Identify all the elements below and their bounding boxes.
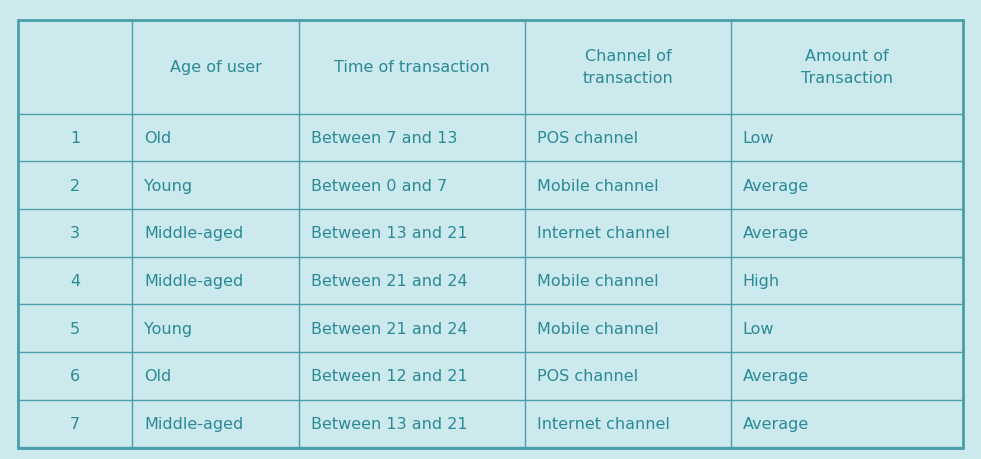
Text: Average: Average (743, 179, 809, 193)
Text: Low: Low (743, 131, 774, 146)
Text: Internet channel: Internet channel (537, 226, 669, 241)
Text: Between 13 and 21: Between 13 and 21 (311, 416, 468, 431)
Text: Age of user: Age of user (170, 60, 262, 75)
Text: Low: Low (743, 321, 774, 336)
Text: Between 21 and 24: Between 21 and 24 (311, 274, 468, 289)
Text: Between 12 and 21: Between 12 and 21 (311, 369, 468, 384)
Text: Old: Old (144, 369, 172, 384)
Text: Channel of
transaction: Channel of transaction (583, 49, 673, 86)
Text: 2: 2 (70, 179, 80, 193)
Text: Between 13 and 21: Between 13 and 21 (311, 226, 468, 241)
Text: Young: Young (144, 179, 192, 193)
Text: Average: Average (743, 226, 809, 241)
Text: Between 21 and 24: Between 21 and 24 (311, 321, 468, 336)
Text: High: High (743, 274, 780, 289)
Text: Mobile channel: Mobile channel (537, 274, 658, 289)
Text: Internet channel: Internet channel (537, 416, 669, 431)
Text: 4: 4 (70, 274, 80, 289)
Text: Average: Average (743, 369, 809, 384)
Text: Between 7 and 13: Between 7 and 13 (311, 131, 457, 146)
Text: POS channel: POS channel (537, 369, 638, 384)
Text: 7: 7 (70, 416, 80, 431)
Text: Amount of
Transaction: Amount of Transaction (801, 49, 893, 86)
Text: Mobile channel: Mobile channel (537, 179, 658, 193)
Text: Middle-aged: Middle-aged (144, 274, 243, 289)
Text: Average: Average (743, 416, 809, 431)
Text: Middle-aged: Middle-aged (144, 226, 243, 241)
Text: 6: 6 (70, 369, 80, 384)
Text: Mobile channel: Mobile channel (537, 321, 658, 336)
Text: 1: 1 (70, 131, 80, 146)
Text: Old: Old (144, 131, 172, 146)
Text: POS channel: POS channel (537, 131, 638, 146)
Text: Time of transaction: Time of transaction (335, 60, 490, 75)
Text: Between 0 and 7: Between 0 and 7 (311, 179, 447, 193)
Text: Young: Young (144, 321, 192, 336)
Text: 3: 3 (70, 226, 80, 241)
Text: 5: 5 (70, 321, 80, 336)
Text: Middle-aged: Middle-aged (144, 416, 243, 431)
